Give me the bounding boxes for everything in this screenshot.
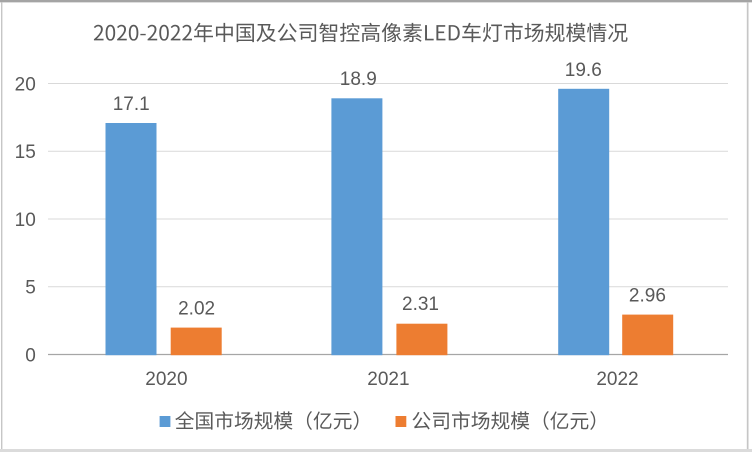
svg-text:19.6: 19.6 <box>565 60 602 81</box>
svg-text:2.02: 2.02 <box>178 299 215 320</box>
svg-text:2.31: 2.31 <box>402 294 439 315</box>
svg-text:2021: 2021 <box>367 369 409 390</box>
svg-text:2.96: 2.96 <box>629 286 666 307</box>
svg-text:10: 10 <box>15 210 36 231</box>
svg-text:0: 0 <box>25 345 36 366</box>
svg-text:2020: 2020 <box>145 369 187 390</box>
svg-text:15: 15 <box>15 142 36 163</box>
svg-text:20: 20 <box>15 74 36 95</box>
svg-text:18.9: 18.9 <box>340 69 377 90</box>
svg-text:17.1: 17.1 <box>113 94 150 115</box>
svg-text:5: 5 <box>25 278 36 299</box>
svg-text:2022: 2022 <box>596 369 638 390</box>
